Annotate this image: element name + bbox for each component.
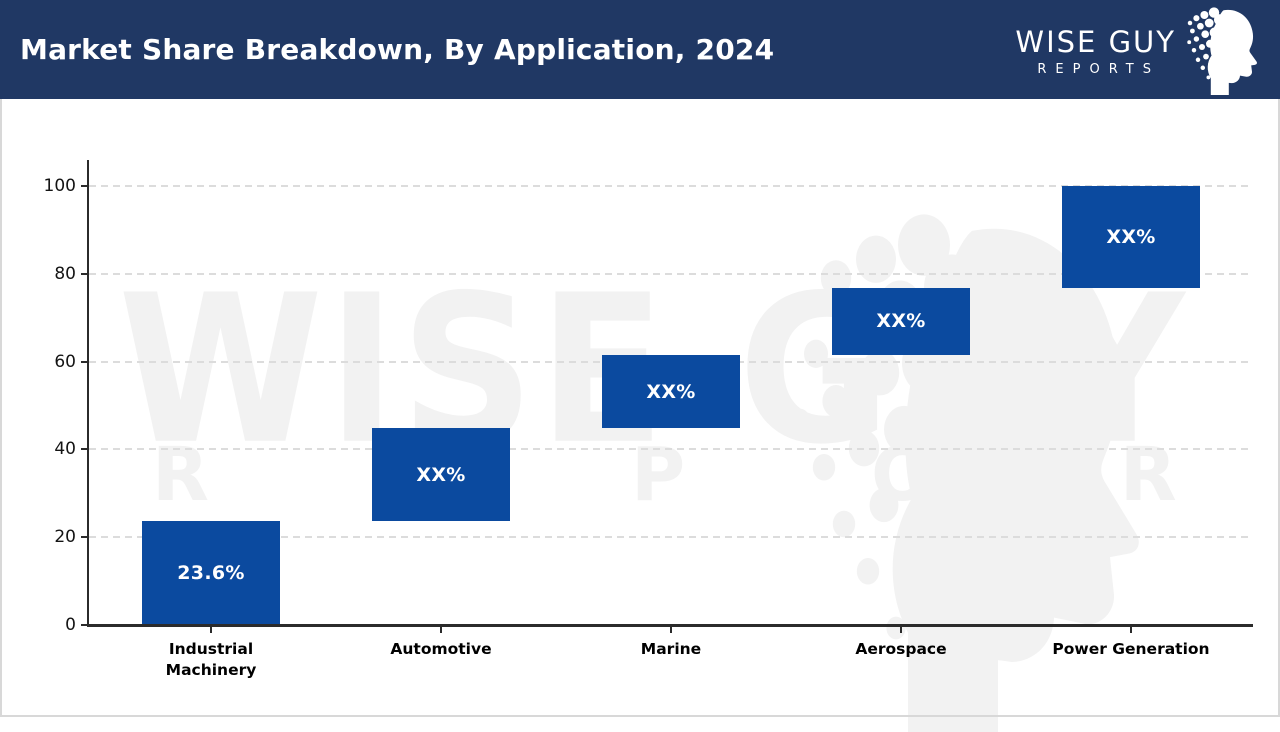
bar: XX% xyxy=(372,428,510,522)
y-tick-mark xyxy=(81,624,89,626)
bar-value-label: XX% xyxy=(646,380,696,403)
bar: XX% xyxy=(1062,186,1200,288)
x-tick-mark xyxy=(900,625,902,633)
y-tick-mark xyxy=(81,360,89,363)
category-label: Industrial Machinery xyxy=(96,639,326,681)
bar-value-label: XX% xyxy=(1106,225,1156,248)
x-tick-mark xyxy=(670,625,672,633)
gridline xyxy=(89,448,1253,451)
y-tick-label: 100 xyxy=(43,176,76,196)
bar-value-label: 23.6% xyxy=(177,562,245,585)
wiseguy-logo: WISE GUY REPORTS xyxy=(1015,5,1262,95)
gridline xyxy=(89,185,1253,187)
bar: 23.6% xyxy=(142,521,280,625)
category-label-line: Machinery xyxy=(165,661,257,679)
bar: XX% xyxy=(832,287,970,355)
category-label: Aerospace xyxy=(786,639,1016,660)
x-tick-mark xyxy=(210,625,212,633)
x-tick-mark xyxy=(440,625,442,633)
logo-head-icon xyxy=(1187,6,1257,95)
y-tick-mark xyxy=(81,272,89,275)
header: Market Share Breakdown, By Application, … xyxy=(0,0,1280,99)
category-label: Marine xyxy=(556,639,786,660)
logo-subtitle: REPORTS xyxy=(1037,62,1160,77)
bar-value-label: XX% xyxy=(876,310,926,333)
category-label-line: Automotive xyxy=(390,640,492,658)
page-title: Market Share Breakdown, By Application, … xyxy=(20,33,775,66)
gridline xyxy=(89,272,1253,275)
category-label: Automotive xyxy=(326,639,556,660)
y-tick-label: 80 xyxy=(54,263,76,284)
y-tick-mark xyxy=(81,448,89,451)
y-tick-label: 0 xyxy=(65,615,76,635)
category-label: Power Generation xyxy=(1016,639,1246,660)
logo-wordmark: WISE GUY xyxy=(1015,25,1176,59)
bar: XX% xyxy=(602,355,740,429)
category-label-line: Industrial xyxy=(168,640,254,658)
category-label-line: Power Generation xyxy=(1052,640,1210,658)
y-tick-label: 20 xyxy=(54,527,76,548)
category-label-line: Aerospace xyxy=(855,640,947,658)
logo-text: WISE GUY REPORTS xyxy=(1015,25,1176,78)
y-tick-label: 40 xyxy=(54,439,76,460)
category-label-line: Marine xyxy=(640,640,702,658)
x-tick-mark xyxy=(1130,625,1132,633)
x-axis-line xyxy=(87,624,1253,627)
y-tick-mark xyxy=(81,536,89,539)
y-tick-label: 60 xyxy=(54,351,76,372)
y-axis-line xyxy=(87,160,89,627)
y-tick-mark xyxy=(81,185,89,187)
bar-value-label: XX% xyxy=(416,463,466,486)
gridline xyxy=(89,536,1253,539)
